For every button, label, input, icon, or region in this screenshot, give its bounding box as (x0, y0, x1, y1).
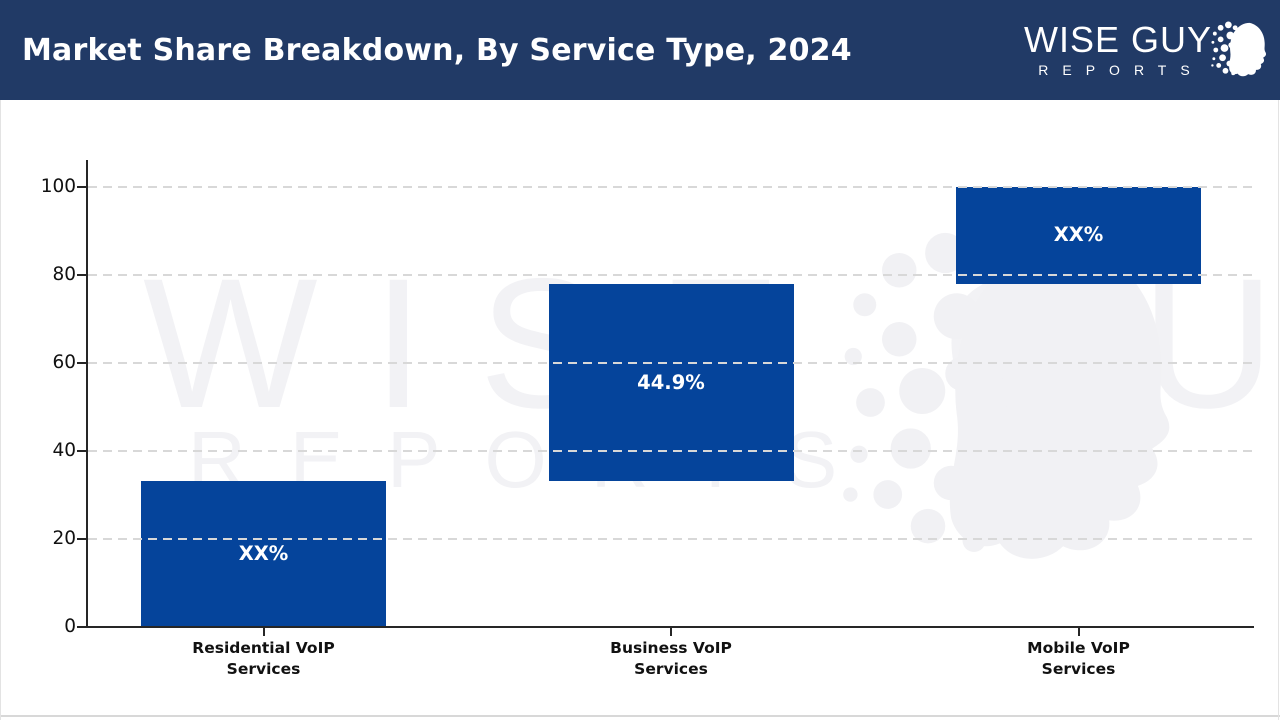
x-tick-mark-1 (670, 628, 672, 636)
y-axis-line (85, 160, 88, 628)
left-border-line (0, 100, 1, 720)
gridline-20 (88, 538, 1258, 540)
y-tick-label-80: 80 (52, 264, 76, 285)
y-tick-label-40: 40 (52, 440, 76, 461)
gridline-60 (88, 362, 1258, 364)
gridline-40 (88, 450, 1258, 452)
y-tick-label-20: 20 (52, 528, 76, 549)
x-tick-label-0: Residential VoIP Services (192, 639, 335, 678)
x-tick-label-2: Mobile VoIP Services (1027, 639, 1130, 678)
x-tick-label-1: Business VoIP Services (610, 639, 732, 678)
y-tick-mark-60 (77, 362, 86, 364)
logo-text: WISE GUY REPORTS (1023, 19, 1212, 79)
x-tick-mark-0 (262, 628, 265, 636)
gridline-80 (88, 274, 1258, 276)
wise-guy-logo: WISE GUY REPORTS (1024, 8, 1268, 92)
right-border-line (1278, 100, 1279, 720)
y-tick-mark-40 (77, 450, 86, 452)
x-tick-mark-2 (1077, 628, 1080, 636)
logo-reports-text: REPORTS (1038, 62, 1204, 78)
y-tick-mark-80 (77, 274, 86, 276)
y-tick-mark-100 (77, 186, 86, 188)
y-tick-label-60: 60 (52, 352, 76, 373)
header-banner: Market Share Breakdown, By Service Type,… (0, 0, 1280, 100)
logo-wordmark: WISE GUY (1023, 19, 1212, 60)
bar-segment-2 (956, 187, 1201, 284)
bar-value-label-1: 44.9% (637, 370, 705, 394)
x-axis-line (85, 625, 1254, 628)
bottom-border-line (0, 715, 1280, 717)
page-title: Market Share Breakdown, By Service Type,… (22, 32, 852, 68)
y-tick-mark-20 (77, 538, 86, 540)
y-tick-label-100: 100 (40, 176, 76, 197)
bar-segment-1 (548, 283, 794, 482)
bar-value-label-2: XX% (1053, 223, 1104, 247)
y-tick-mark-0 (77, 626, 86, 628)
gridline-100 (88, 186, 1258, 188)
y-tick-label-0: 0 (64, 616, 76, 637)
bar-segment-0 (141, 481, 386, 627)
bar-value-label-0: XX% (238, 542, 289, 566)
logo-face-icon (1210, 11, 1268, 89)
